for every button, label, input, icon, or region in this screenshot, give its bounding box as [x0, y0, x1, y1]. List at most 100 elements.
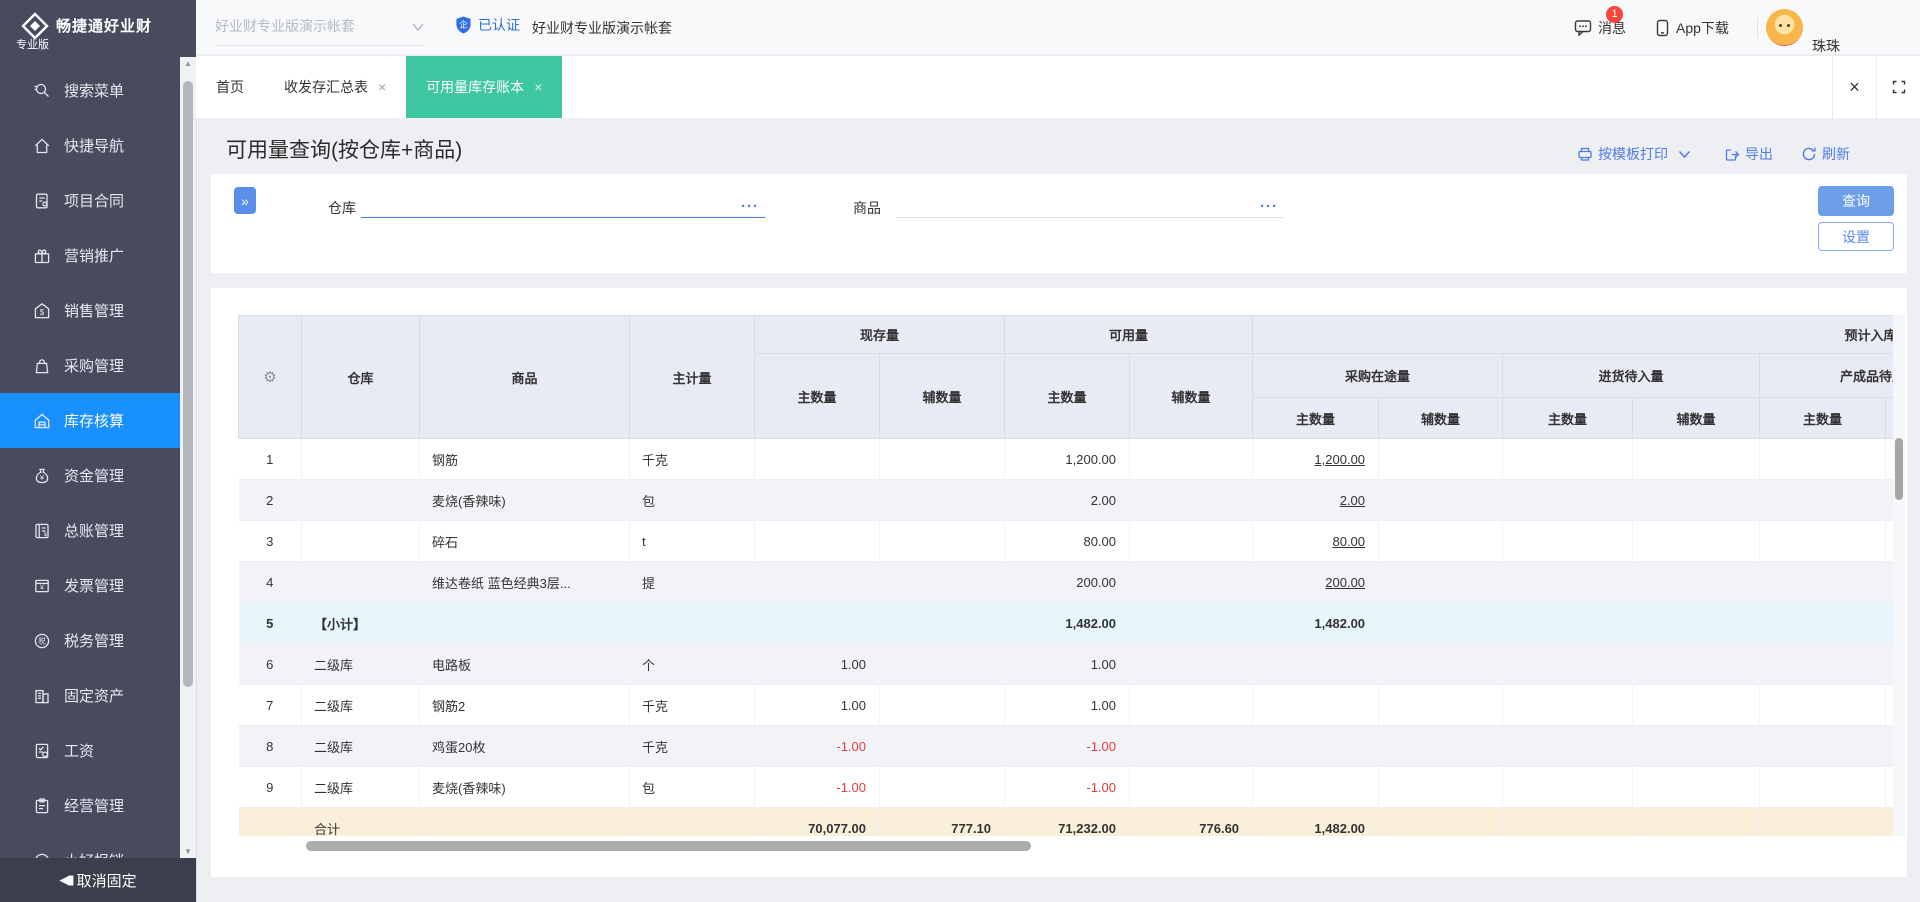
cell-warehouse — [301, 520, 420, 562]
cell-value — [1129, 684, 1254, 726]
row-number: 6 — [238, 643, 302, 685]
warehouse-filter-input[interactable]: ··· — [361, 184, 765, 218]
app-download-button[interactable]: App下载 — [1654, 0, 1729, 55]
product-filter-input[interactable]: ··· — [896, 184, 1284, 218]
table-row: 9 二级库 麦烧(香辣味) 包 -1.00 -1.00 — [238, 766, 1893, 808]
sidebar-item-payroll[interactable]: 工资 — [0, 723, 196, 778]
close-button[interactable]: × — [1832, 56, 1876, 118]
drilldown-link[interactable]: 80.00 — [1252, 520, 1380, 562]
svg-text:企: 企 — [459, 20, 468, 30]
cell-unit: 包 — [629, 479, 755, 521]
cell-product — [419, 602, 630, 644]
tab-inout-summary[interactable]: 收发存汇总表 × — [264, 56, 406, 118]
chevron-down-icon[interactable] — [1678, 146, 1696, 162]
filter-panel: » 仓库 ··· 商品 ··· 查询 设置 — [211, 174, 1907, 273]
expand-filters-button[interactable]: » — [234, 187, 256, 214]
operations-icon — [35, 797, 49, 813]
sidebar-item-label: 发票管理 — [64, 578, 125, 595]
user-name[interactable]: 珠珠 — [1812, 37, 1840, 54]
more-options-icon[interactable]: ··· — [741, 198, 759, 215]
group-available: 可用量 — [1004, 315, 1254, 354]
fullscreen-button[interactable] — [1876, 56, 1920, 118]
horizontal-scrollbar[interactable] — [238, 841, 1893, 851]
cell-value — [1632, 479, 1761, 521]
sidebar-item-purchase-mgmt[interactable]: 采购管理 — [0, 338, 196, 393]
drilldown-link[interactable]: 1,200.00 — [1252, 438, 1380, 480]
avatar[interactable] — [1766, 9, 1803, 46]
col-unit: 主计量 — [629, 315, 755, 439]
scroll-down-icon[interactable]: ▼ — [184, 847, 192, 856]
table-card: ⚙ 仓库 商品 主计量 现存量 可用量 预计入库量 主数量 辅数量 主数量 — [211, 288, 1907, 877]
sidebar-item-inventory-acct[interactable]: 库存核算 — [0, 393, 196, 448]
cell-unit: 千克 — [629, 438, 755, 480]
cell-value — [1502, 684, 1634, 726]
export-button[interactable]: 导出 — [1724, 144, 1773, 164]
cell-value — [879, 766, 1006, 808]
sidebar-item-project-contract[interactable]: 项目合同 — [0, 173, 196, 228]
cell-value — [1378, 643, 1504, 685]
cell-value — [1129, 643, 1254, 685]
cell-value: -1.00 — [1004, 766, 1131, 808]
sidebar-item-general-ledger[interactable]: ¥ 总账管理 — [0, 503, 196, 558]
sidebar-item-marketing[interactable]: 营销推广 — [0, 228, 196, 283]
sidebar-item-search-menu[interactable]: 搜索菜单 — [0, 63, 196, 118]
cell-value — [1502, 561, 1634, 603]
cell-warehouse — [301, 438, 420, 480]
sales-icon: $ — [34, 302, 50, 318]
availability-table: ⚙ 仓库 商品 主计量 现存量 可用量 预计入库量 主数量 辅数量 主数量 — [238, 315, 1893, 836]
table-row: 3 碎石 t 80.00 80.00 — [238, 520, 1893, 562]
more-options-icon[interactable]: ··· — [1260, 198, 1278, 215]
sidebar-item-fixed-assets[interactable]: 固定资产 — [0, 668, 196, 723]
product-filter-label: 商品 — [853, 200, 881, 216]
tab-close-icon[interactable]: × — [378, 79, 387, 95]
col-main-qty: 主数量 — [754, 353, 880, 439]
sidebar-item-invoice-mgmt[interactable]: ¥ 发票管理 — [0, 558, 196, 613]
export-label: 导出 — [1745, 146, 1773, 162]
sidebar-item-sales-mgmt[interactable]: $ 销售管理 — [0, 283, 196, 338]
cell-value — [1759, 438, 1887, 480]
topbar: 好业财专业版演示帐套 企 已认证 好业财专业版演示帐套 消息 1 — [196, 0, 1920, 55]
cell-value — [1378, 602, 1504, 644]
drilldown-link[interactable]: 200.00 — [1252, 561, 1380, 603]
query-button[interactable]: 查询 — [1818, 186, 1894, 216]
horizontal-scrollbar-thumb[interactable] — [306, 841, 1031, 851]
cell-warehouse: 二级库 — [301, 643, 420, 685]
drilldown-link[interactable]: 2.00 — [1252, 479, 1380, 521]
unpin-sidebar-button[interactable]: ◀▮ 取消固定 — [0, 858, 196, 902]
print-by-template-button[interactable]: 按模板打印 — [1577, 144, 1696, 164]
messages-button[interactable]: 消息 1 — [1574, 0, 1626, 55]
total-row: 合计 70,077.00 777.10 71,232.00 776.60 1,482.00 — [238, 807, 1893, 836]
cell-warehouse — [301, 479, 420, 521]
cell-value: 1,200.00 — [1004, 438, 1131, 480]
sidebar-item-quick-nav[interactable]: 快捷导航 — [0, 118, 196, 173]
vertical-scrollbar-thumb[interactable] — [1895, 438, 1903, 500]
subtotal-row: 5 【小计】 1,482.00 1,482.00 — [238, 602, 1893, 644]
column-settings-button[interactable]: ⚙ — [238, 315, 302, 439]
cell-value — [879, 684, 1006, 726]
gift-icon — [34, 248, 50, 263]
tabs: 首页 收发存汇总表 × 可用量库存账本 × — [196, 56, 563, 118]
cell-warehouse: 二级库 — [301, 766, 420, 808]
sidebar-scrollbar-thumb[interactable] — [183, 81, 193, 687]
double-chevron-right-icon: » — [241, 192, 249, 209]
tab-home[interactable]: 首页 — [196, 56, 264, 118]
settings-button[interactable]: 设置 — [1818, 222, 1894, 251]
tab-available-ledger[interactable]: 可用量库存账本 × — [406, 56, 563, 118]
sidebar-scrollbar[interactable]: ▲ ▼ — [180, 57, 196, 858]
account-selector[interactable]: 好业财专业版演示帐套 — [215, 16, 425, 46]
sidebar-item-label: 销售管理 — [64, 303, 125, 320]
sidebar-item-label: 总账管理 — [64, 523, 125, 540]
sidebar-item-operations-mgmt[interactable]: 经营管理 — [0, 778, 196, 833]
tab-close-icon[interactable]: × — [534, 79, 543, 95]
cell-value: 71,232.00 — [1004, 807, 1131, 836]
cell-value: 70,077.00 — [754, 807, 880, 836]
vertical-scrollbar[interactable] — [1893, 315, 1905, 836]
cell-warehouse: 二级库 — [301, 684, 420, 726]
refresh-button[interactable]: 刷新 — [1801, 144, 1850, 164]
sidebar-item-funds-mgmt[interactable]: ¥ 资金管理 — [0, 448, 196, 503]
cell-warehouse — [301, 561, 420, 603]
sidebar-item-tax-mgmt[interactable]: 税 税务管理 — [0, 613, 196, 668]
scroll-up-icon[interactable]: ▲ — [184, 59, 192, 68]
table-row: 7 二级库 钢筋2 千克 1.00 1.00 — [238, 684, 1893, 726]
cell-warehouse: 【小计】 — [301, 602, 420, 644]
